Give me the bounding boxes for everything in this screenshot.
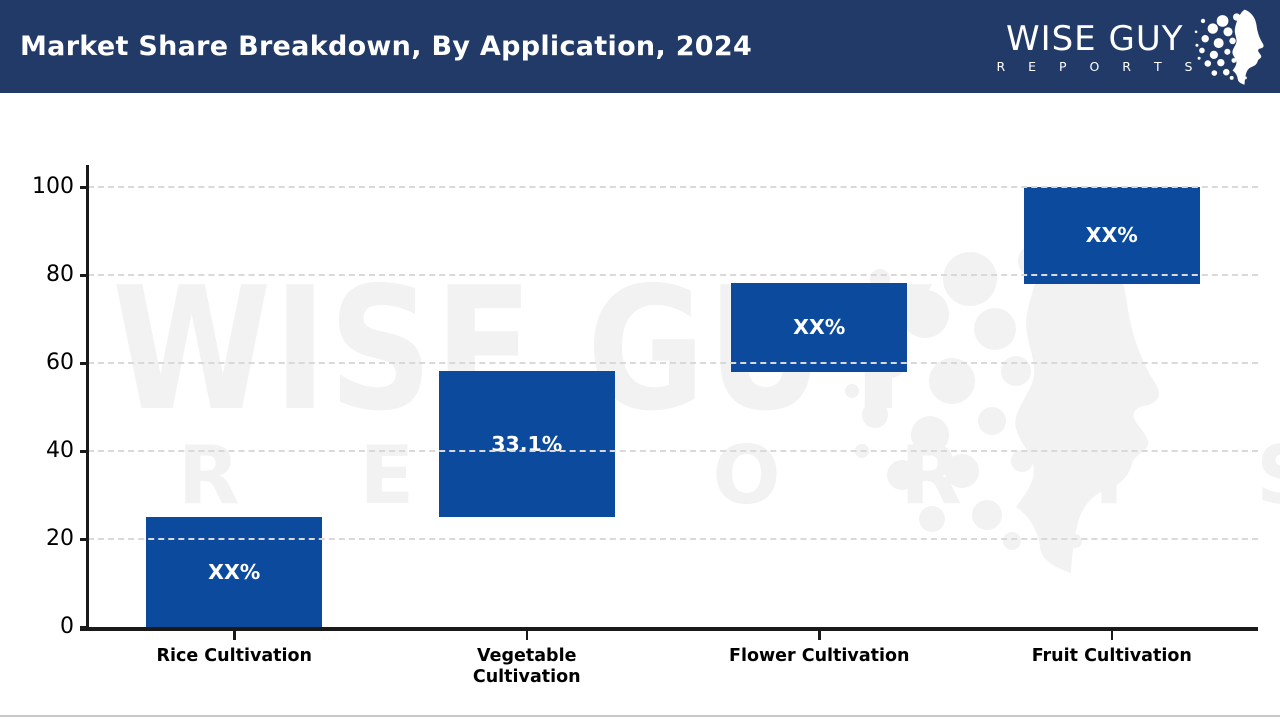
bar-value-label-rice-cultivation: XX%: [208, 560, 261, 584]
gridline-60: [88, 362, 1258, 364]
y-axis: [86, 165, 89, 630]
y-tick-label-100: 100: [32, 174, 74, 199]
chart-area: WISE GUY R E P O R T S 0 20 40 60 80 100 XX% Ri…: [0, 93, 1280, 717]
gridline-80: [88, 274, 1258, 276]
header-bar: Market Share Breakdown, By Application, …: [0, 0, 1280, 93]
y-tick-100: [80, 186, 88, 189]
bar-fruit-cultivation: XX%: [1023, 187, 1200, 284]
footer-divider: [0, 715, 1280, 717]
x-category-label-vegetable-cultivation: Vegetable Cultivation: [472, 646, 581, 687]
bar-value-label-flower-cultivation: XX%: [793, 315, 846, 340]
y-tick-80: [80, 274, 88, 277]
x-axis: [80, 627, 1258, 631]
bar-rice-cultivation: XX%: [146, 517, 323, 627]
y-tick-20: [80, 538, 88, 541]
x-tick-2: [818, 630, 821, 640]
gridline-20: [88, 538, 1258, 540]
bar-flower-cultivation: XX%: [731, 282, 908, 372]
wise-guy-logo: WISE GUY R E P O R T S: [987, 5, 1266, 89]
x-tick-1: [525, 630, 528, 640]
x-category-label-fruit-cultivation: Fruit Cultivation: [1031, 646, 1192, 666]
page-title: Market Share Breakdown, By Application, …: [20, 31, 753, 62]
y-tick-label-20: 20: [46, 526, 74, 551]
y-tick-label-0: 0: [60, 614, 74, 639]
gridline-100: [88, 186, 1258, 188]
bar-value-label-vegetable-cultivation: 33.1%: [491, 432, 563, 457]
y-tick-label-40: 40: [46, 438, 74, 463]
y-tick-label-60: 60: [46, 350, 74, 375]
x-tick-3: [1110, 630, 1113, 640]
y-tick-60: [80, 362, 88, 365]
gridline-40: [88, 450, 1258, 452]
logo-text: WISE GUY R E P O R T S: [987, 18, 1202, 75]
dot-head-face-icon: [1194, 9, 1264, 85]
logo-subtitle: R E P O R T S: [996, 59, 1202, 75]
logo-wordmark: WISE GUY: [1005, 18, 1184, 59]
x-category-label-rice-cultivation: Rice Cultivation: [156, 646, 313, 666]
y-tick-label-80: 80: [46, 262, 74, 287]
y-tick-40: [80, 450, 88, 453]
x-category-label-flower-cultivation: Flower Cultivation: [729, 646, 910, 666]
bar-value-label-fruit-cultivation: XX%: [1085, 223, 1138, 248]
bar-vegetable-cultivation: 33.1%: [438, 371, 615, 517]
x-tick-0: [233, 630, 236, 640]
